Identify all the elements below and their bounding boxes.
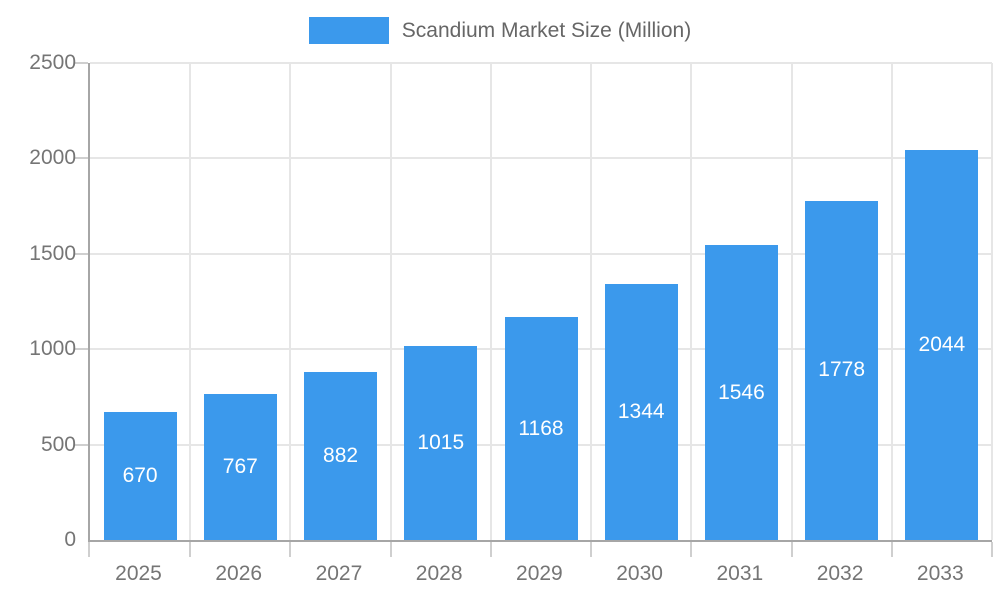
bar-2033[interactable]: 2044: [905, 150, 979, 540]
x-axis-tick: [189, 542, 192, 557]
y-axis-tick-label: 0: [64, 528, 76, 551]
y-axis-tick-label: 1000: [29, 337, 76, 361]
x-axis-tick: [890, 542, 893, 557]
y-axis-tick-label: 2000: [29, 146, 76, 170]
x-axis-tick: [289, 542, 292, 557]
legend-label: Scandium Market Size (Million): [401, 19, 692, 42]
bar-2030[interactable]: 1344: [604, 283, 678, 540]
bar-value-label: 882: [323, 443, 359, 467]
vertical-gridline: [690, 63, 693, 540]
vertical-gridline: [890, 63, 893, 540]
bar-2025[interactable]: 670: [103, 412, 177, 540]
vertical-gridline: [590, 63, 593, 540]
vertical-gridline: [991, 63, 993, 540]
bar-value-label: 670: [122, 464, 158, 488]
vertical-gridline: [389, 63, 392, 540]
x-axis-tick-label: 2029: [516, 562, 563, 585]
horizontal-gridline: [90, 62, 992, 64]
plot-area: 670 767 882 1015 1168 1344 1546 1778 2044: [74, 62, 993, 557]
chart-legend: Scandium Market Size (Million): [0, 17, 1000, 44]
x-axis-tick-label: 2025: [115, 562, 162, 585]
y-axis-tick-label: 500: [40, 432, 76, 456]
bar-value-label: 767: [222, 454, 258, 478]
y-axis-tick: [74, 157, 88, 160]
y-axis-tick-label: 2500: [29, 51, 76, 74]
vertical-gridline: [790, 63, 793, 540]
x-axis-tick: [88, 542, 90, 557]
horizontal-gridline: [90, 157, 992, 160]
bar-value-label: 1015: [417, 431, 465, 455]
x-axis-tick-label: 2033: [916, 562, 964, 585]
y-axis-tick: [74, 348, 88, 351]
bar-2029[interactable]: 1168: [504, 317, 578, 540]
x-axis-tick: [991, 542, 993, 557]
x-axis-tick-label: 2030: [616, 562, 663, 585]
y-axis-tick: [74, 443, 88, 446]
bar-value-label: 1778: [818, 358, 866, 382]
bar-2028[interactable]: 1015: [404, 346, 478, 540]
vertical-gridline: [289, 63, 292, 540]
horizontal-gridline: [90, 252, 992, 255]
bar-value-label: 1168: [518, 416, 564, 440]
bar-2031[interactable]: 1546: [704, 245, 778, 540]
legend-item[interactable]: Scandium Market Size (Million): [308, 17, 692, 44]
vertical-gridline: [489, 63, 492, 540]
x-axis-tick: [790, 542, 793, 557]
bar-value-label: 1546: [718, 380, 765, 404]
legend-color-swatch: [308, 17, 389, 44]
y-axis-tick-label: 1500: [29, 241, 76, 265]
x-axis-tick: [590, 542, 593, 557]
x-axis-tick: [389, 542, 392, 557]
y-axis-tick: [74, 62, 88, 64]
bar-2026[interactable]: 767: [203, 393, 277, 540]
bar-value-label: 1344: [617, 399, 665, 423]
x-axis-tick-label: 2032: [816, 562, 864, 585]
bar-2027[interactable]: 882: [304, 371, 378, 540]
x-axis-tick: [690, 542, 693, 557]
bar-2032[interactable]: 1778: [805, 200, 879, 540]
x-axis-tick-label: 2028: [415, 562, 463, 585]
x-axis-tick-label: 2027: [315, 562, 363, 585]
vertical-gridline: [189, 63, 192, 540]
x-axis-tick-label: 2031: [716, 562, 764, 585]
bar-value-label: 2044: [918, 333, 966, 356]
x-axis-tick: [489, 542, 492, 557]
y-axis-tick: [74, 252, 88, 255]
x-axis-tick-label: 2026: [215, 562, 263, 585]
